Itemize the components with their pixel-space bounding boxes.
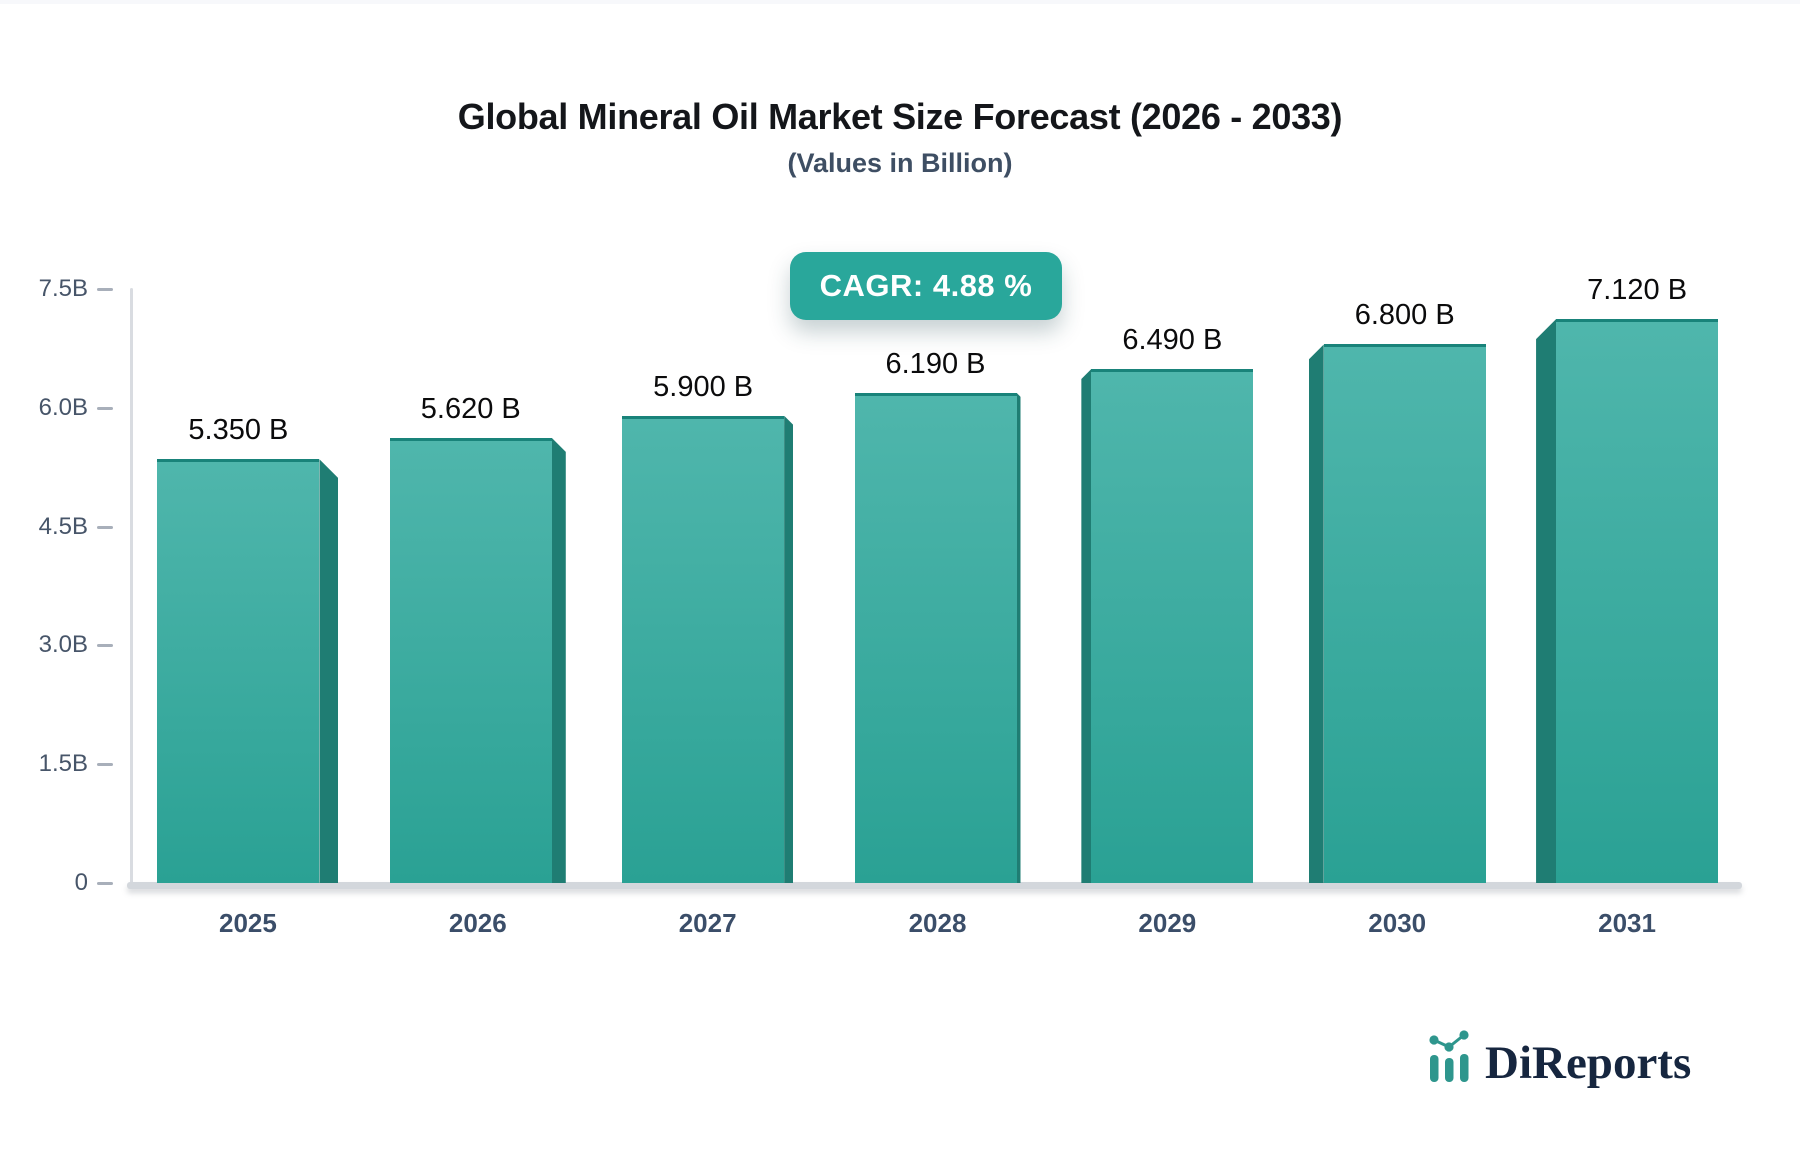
bar-2027-side — [784, 415, 794, 883]
y-axis-tick — [97, 882, 113, 885]
bar-2028-side — [1016, 392, 1021, 883]
bar-2028 — [854, 392, 1017, 883]
bar-2027 — [622, 415, 785, 883]
y-axis-label-7.5B: 7.5B — [38, 275, 88, 302]
y-axis-label-1.5B: 1.5B — [38, 750, 88, 778]
bar-2030 — [1323, 344, 1486, 883]
x-axis-label-2025: 2025 — [219, 908, 277, 938]
bar-value-label-2025: 5.350 B — [188, 414, 289, 447]
y-axis-label-4.5B: 4.5B — [38, 512, 88, 540]
x-axis-label-2031: 2031 — [1598, 908, 1656, 938]
bar-2031 — [1556, 319, 1719, 883]
page-title: Global Mineral Oil Market Size Forecast … — [457, 96, 1343, 137]
cagr-badge: CAGR: 4.88 % — [790, 252, 1062, 320]
bar-2029 — [1091, 368, 1254, 883]
brand-logo[interactable]: DiReports — [1428, 1028, 1691, 1089]
bar-2025-side — [319, 459, 339, 883]
y-axis-tick — [97, 644, 113, 648]
bar-2025 — [157, 459, 320, 883]
x-axis-label-2030: 2030 — [1368, 908, 1427, 938]
bar-2031-side — [1536, 319, 1557, 883]
page-top-border — [0, 0, 1800, 4]
y-axis-label-3.0B: 3.0B — [38, 631, 88, 659]
page-subtitle: (Values in Billion) — [787, 148, 1013, 178]
x-axis-label-2027: 2027 — [678, 908, 737, 938]
bar-value-label-2027: 5.900 B — [653, 370, 754, 403]
x-axis-line — [127, 882, 1742, 889]
bar-2030-side — [1308, 344, 1324, 883]
bar-2026 — [389, 437, 552, 883]
bar-2026-side — [551, 437, 566, 883]
bar-value-label-2031: 7.120 B — [1587, 274, 1688, 307]
bar-line-chart-icon — [1428, 1028, 1476, 1089]
y-axis-label-0: 0 — [74, 869, 88, 896]
y-axis-label-6.0B: 6.0B — [38, 393, 88, 421]
y-axis-tick — [97, 525, 113, 529]
bar-value-label-2029: 6.490 B — [1122, 323, 1223, 356]
y-axis-line — [130, 288, 133, 886]
bar-value-label-2028: 6.190 B — [885, 347, 986, 380]
x-axis-label-2029: 2029 — [1138, 908, 1197, 938]
x-axis-label-2028: 2028 — [908, 908, 967, 938]
bar-value-label-2026: 5.620 B — [420, 392, 521, 425]
y-axis-tick — [97, 288, 113, 291]
x-axis-label-2026: 2026 — [448, 908, 507, 938]
brand-name: DiReports — [1485, 1037, 1692, 1089]
y-axis-tick — [97, 406, 113, 410]
y-axis-tick — [97, 763, 113, 767]
bar-value-label-2030: 6.800 B — [1354, 299, 1455, 332]
bar-2029-side — [1081, 368, 1092, 883]
